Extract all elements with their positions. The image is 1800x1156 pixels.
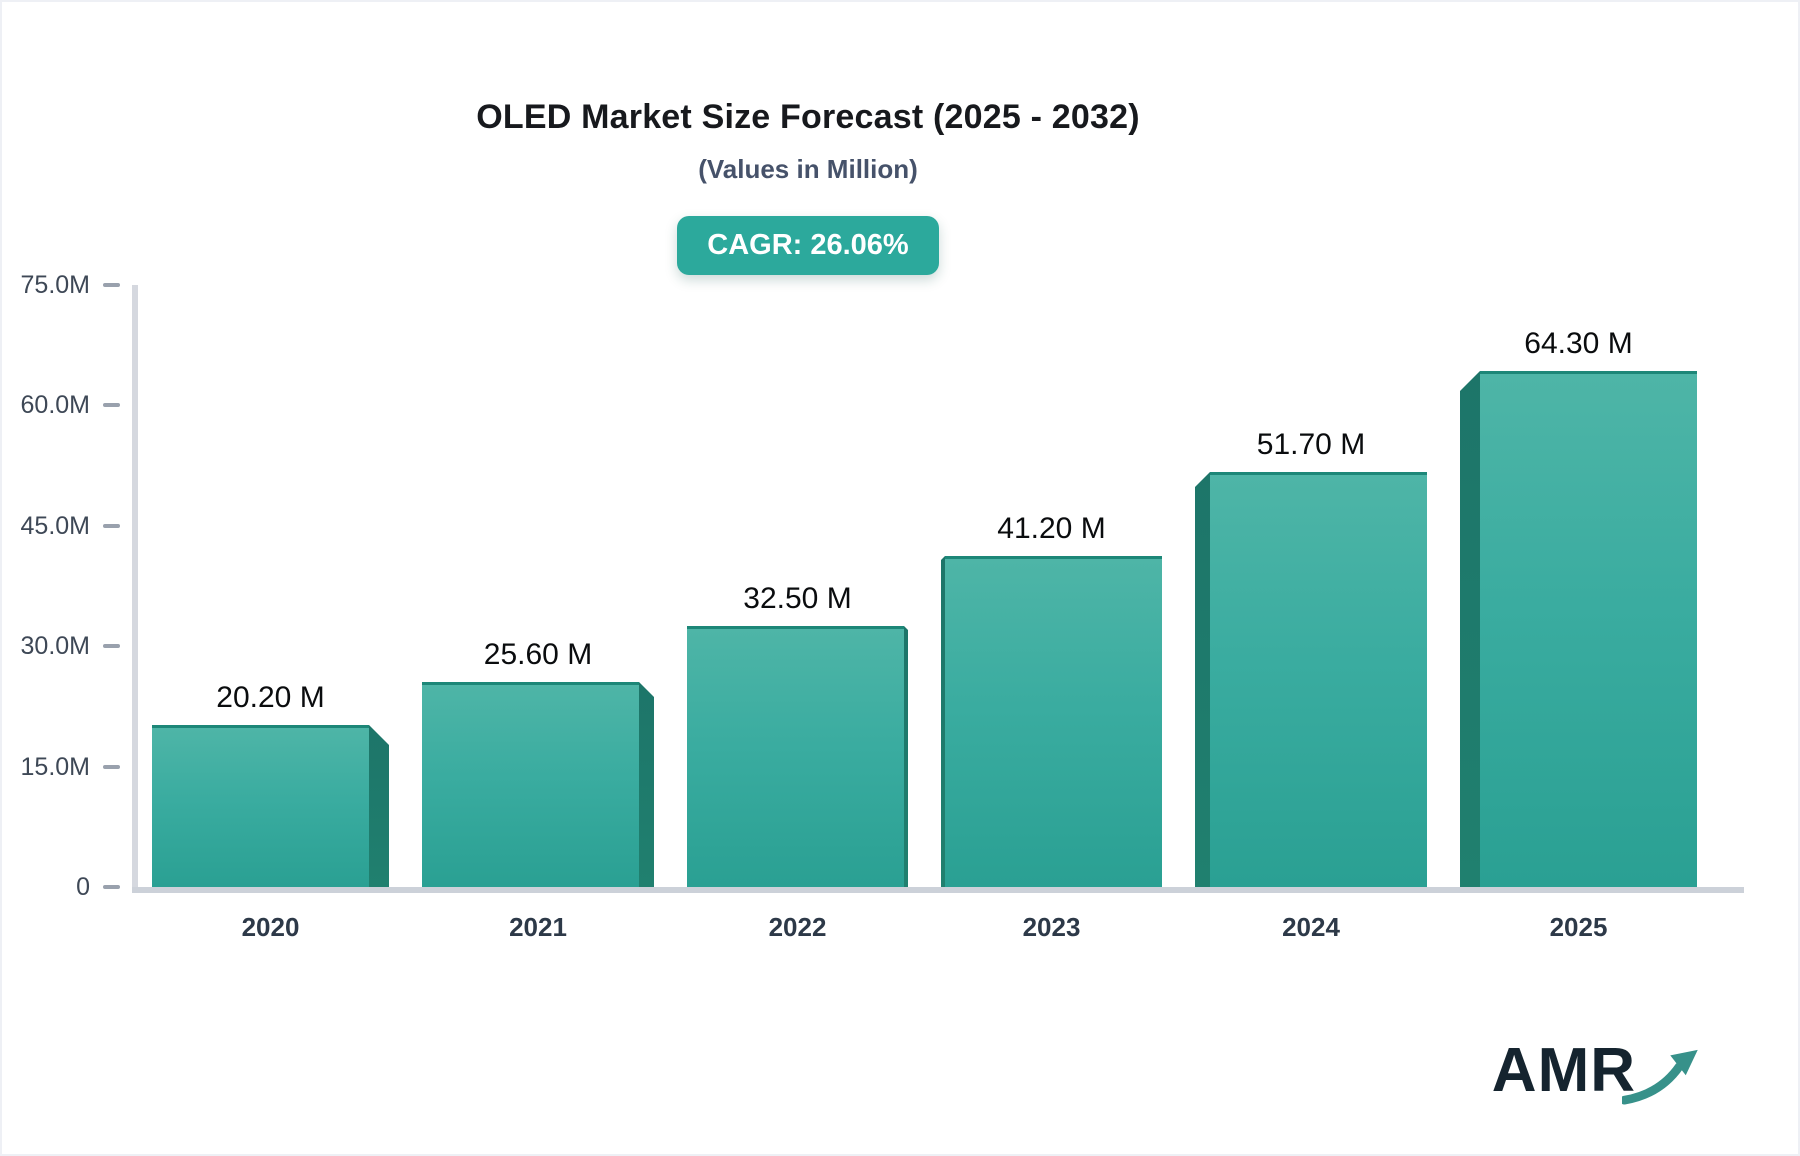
x-tick-label: 2020 bbox=[241, 912, 300, 942]
x-axis-line bbox=[132, 887, 1744, 893]
chart-title: OLED Market Size Forecast (2025 - 2032) bbox=[476, 98, 1140, 136]
bar-group-2023: 41.20 M 2023 bbox=[941, 285, 1162, 942]
y-axis-line bbox=[132, 285, 138, 887]
y-tick-label: 30.0M bbox=[20, 632, 90, 661]
bar-side bbox=[904, 626, 908, 887]
bar-group-2025: 64.30 M 2025 bbox=[1460, 285, 1697, 942]
bar-face bbox=[152, 725, 369, 887]
bar-value-label: 20.20 M bbox=[216, 681, 325, 714]
y-tick-mark bbox=[103, 283, 120, 287]
y-tick-label: 45.0M bbox=[20, 511, 90, 540]
bar-group-2021: 25.60 M 2021 bbox=[422, 285, 654, 942]
bar-face bbox=[1210, 472, 1427, 887]
bar-group-2024: 51.70 M 2024 bbox=[1195, 285, 1427, 942]
bar-side bbox=[941, 556, 945, 887]
bar-side bbox=[1195, 472, 1210, 887]
x-tick-label: 2024 bbox=[1282, 912, 1340, 942]
logo-text: AMR bbox=[1491, 1036, 1636, 1105]
y-tick-mark bbox=[103, 644, 120, 649]
y-tick-mark bbox=[103, 764, 120, 769]
x-tick-label: 2021 bbox=[509, 912, 567, 942]
bar-value-label: 41.20 M bbox=[997, 512, 1106, 545]
x-tick-label: 2022 bbox=[768, 912, 827, 942]
bars-container: 20.20 M 2020 25.60 M 2021 32.50 M 2022 41.20 M… bbox=[152, 285, 1697, 942]
chart-header: OLED Market Size Forecast (2025 - 2032) … bbox=[2, 2, 1614, 275]
y-tick-mark bbox=[103, 403, 120, 408]
bar-group-2022: 32.50 M 2022 bbox=[687, 285, 908, 942]
bar-group-2020: 20.20 M 2020 bbox=[152, 285, 389, 942]
bar-value-label: 32.50 M bbox=[743, 582, 852, 615]
y-tick-label: 60.0M bbox=[20, 391, 90, 420]
growth-arrow-icon bbox=[1622, 1049, 1698, 1105]
y-tick-mark bbox=[103, 885, 120, 889]
x-tick-label: 2023 bbox=[1022, 912, 1081, 942]
y-tick-label: 15.0M bbox=[20, 752, 90, 781]
chart-subtitle: (Values in Million) bbox=[698, 154, 918, 184]
bar-value-label: 51.70 M bbox=[1256, 428, 1366, 461]
amr-logo: AMR bbox=[1491, 1036, 1700, 1105]
bar-value-label: 64.30 M bbox=[1524, 327, 1633, 360]
cagr-badge: CAGR: 26.06% bbox=[677, 216, 939, 275]
bar-side bbox=[1460, 371, 1480, 887]
bar-side bbox=[369, 725, 389, 887]
bar-face bbox=[422, 682, 639, 887]
bar-value-label: 25.60 M bbox=[483, 638, 593, 671]
y-tick-mark bbox=[103, 523, 120, 528]
y-tick-label: 0 bbox=[76, 873, 90, 901]
x-tick-label: 2025 bbox=[1549, 912, 1608, 942]
y-tick-label: 75.0M bbox=[20, 271, 90, 299]
bar-face bbox=[1480, 371, 1697, 887]
bar-face bbox=[687, 626, 904, 887]
bar-side bbox=[639, 682, 654, 887]
bar-face bbox=[945, 556, 1162, 887]
